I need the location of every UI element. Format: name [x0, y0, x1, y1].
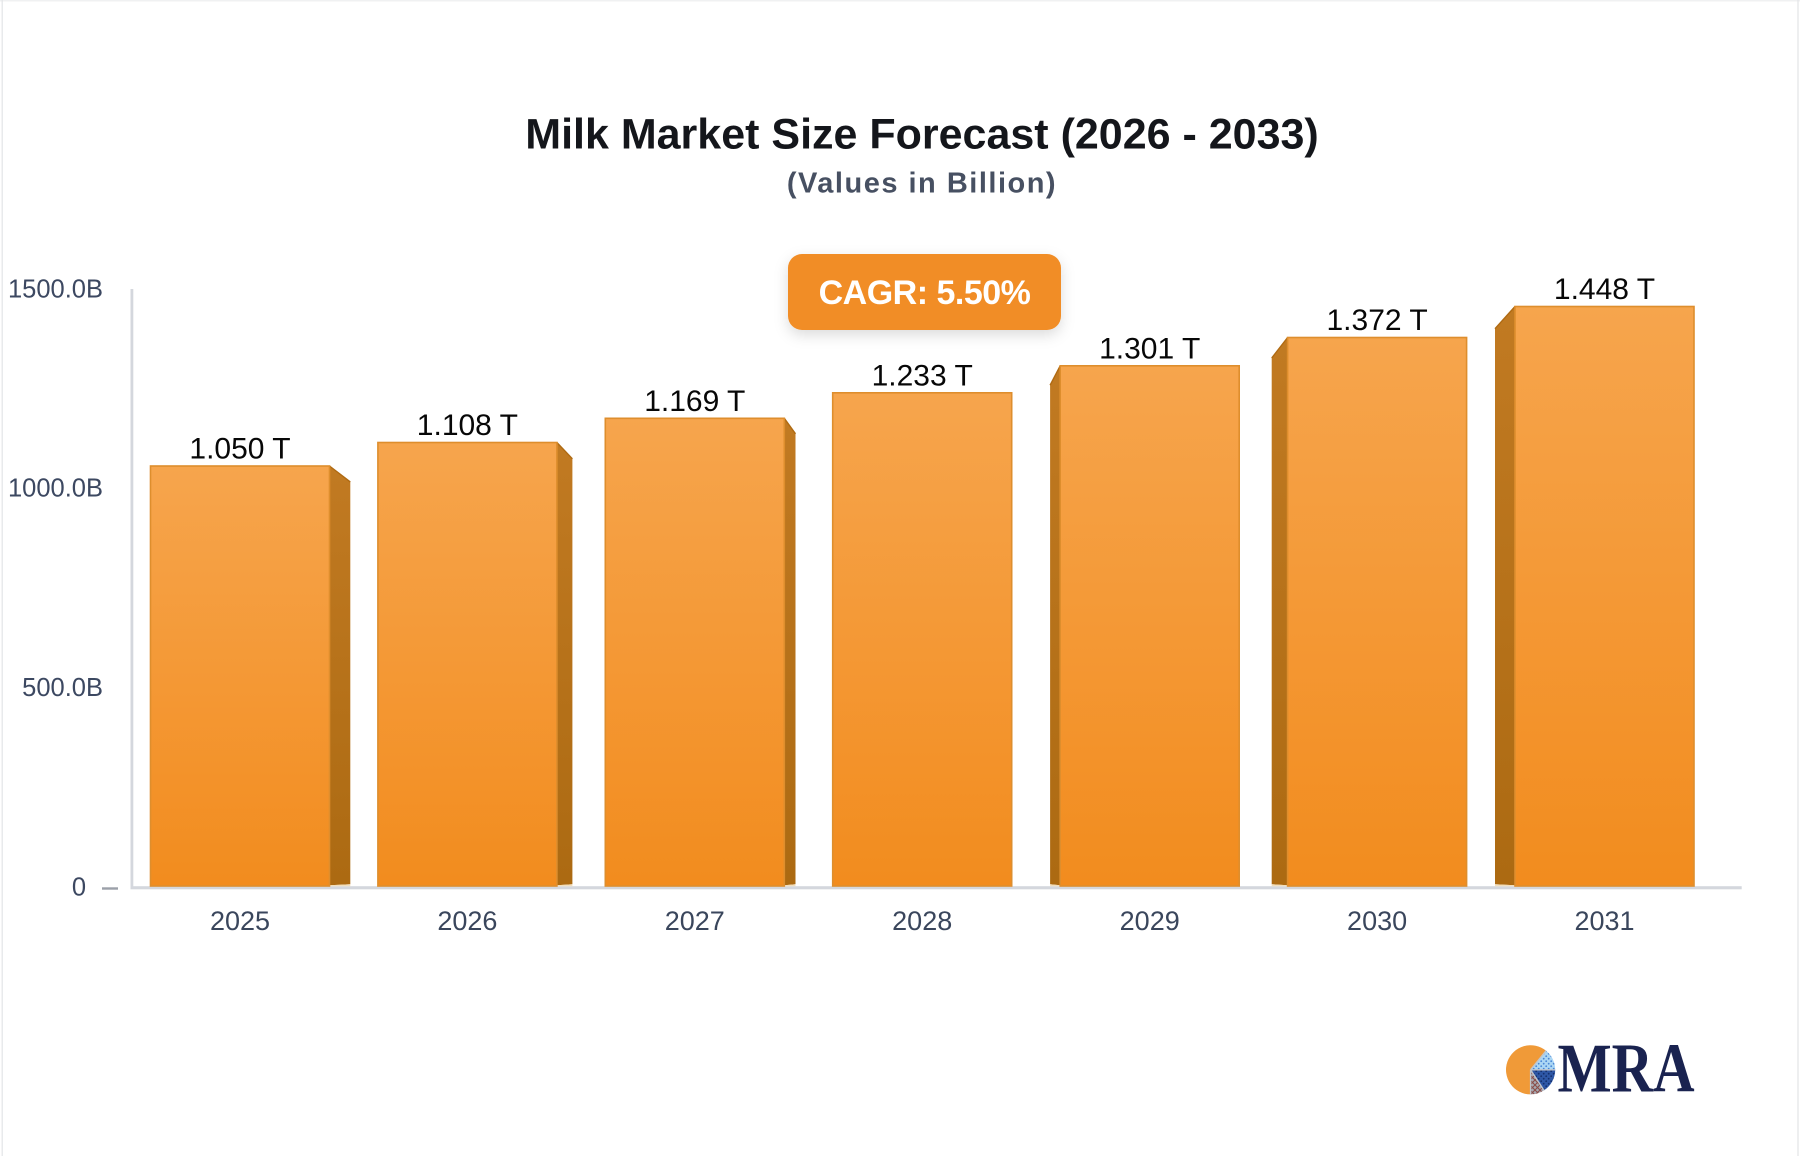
svg-text:(Values in Billion): (Values in Billion)	[787, 168, 1057, 200]
svg-text:2029: 2029	[1120, 906, 1180, 936]
svg-text:MRA: MRA	[1558, 1029, 1695, 1107]
svg-text:2030: 2030	[1347, 906, 1407, 936]
svg-text:CAGR: 5.50%: CAGR: 5.50%	[819, 274, 1031, 312]
svg-text:1500.0B: 1500.0B	[8, 275, 103, 303]
svg-text:2028: 2028	[892, 906, 952, 936]
svg-text:2026: 2026	[437, 906, 497, 936]
svg-text:1.372 T: 1.372 T	[1326, 304, 1427, 337]
svg-text:1.169 T: 1.169 T	[644, 385, 745, 418]
svg-text:Milk Market Size Forecast (202: Milk Market Size Forecast (2026 - 2033)	[525, 111, 1318, 159]
svg-text:2027: 2027	[665, 906, 725, 936]
svg-text:2025: 2025	[210, 906, 270, 936]
svg-text:1.050 T: 1.050 T	[189, 433, 290, 466]
svg-text:1.108 T: 1.108 T	[417, 409, 518, 442]
svg-text:0: 0	[72, 873, 86, 901]
svg-text:1.448 T: 1.448 T	[1554, 273, 1655, 306]
svg-text:500.0B: 500.0B	[22, 674, 103, 702]
svg-text:1000.0B: 1000.0B	[8, 475, 103, 503]
svg-text:2031: 2031	[1574, 906, 1634, 936]
svg-text:1.233 T: 1.233 T	[872, 360, 973, 393]
svg-text:1.301 T: 1.301 T	[1099, 333, 1200, 366]
